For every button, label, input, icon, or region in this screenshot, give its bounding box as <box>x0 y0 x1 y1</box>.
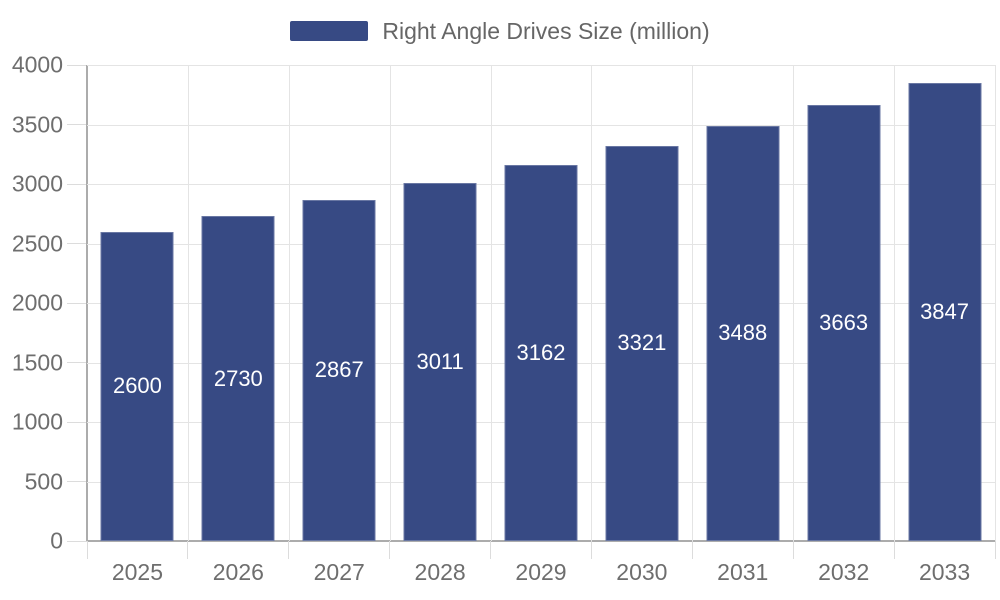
y-axis-ticks <box>67 64 87 542</box>
bar-value-label: 3162 <box>516 339 566 365</box>
legend-label: Right Angle Drives Size (million) <box>382 17 710 44</box>
x-axis-ticks <box>86 541 996 559</box>
y-axis-tick <box>67 421 87 423</box>
y-axis-tick-label: 0 <box>50 527 63 554</box>
v-gridline <box>692 65 694 541</box>
x-axis-tick <box>994 541 996 559</box>
bar[interactable]: 3663 <box>807 105 881 541</box>
legend[interactable]: Right Angle Drives Size (million) <box>0 17 1000 45</box>
bar[interactable]: 2867 <box>302 199 376 541</box>
h-gridline <box>87 124 995 126</box>
y-axis-tick <box>67 481 87 482</box>
bar[interactable]: 3847 <box>908 83 982 541</box>
x-axis-tick <box>792 541 794 559</box>
y-axis-tick <box>67 183 87 185</box>
y-axis-tick-label: 1000 <box>11 408 63 435</box>
bar[interactable]: 3321 <box>605 145 679 541</box>
x-axis-tick-label: 2027 <box>313 559 365 585</box>
y-axis-tick-label: 1500 <box>11 349 63 375</box>
bar-value-label: 2730 <box>213 365 263 391</box>
x-axis-tick-label: 2030 <box>616 559 668 585</box>
bar-value-label: 3488 <box>718 320 768 346</box>
y-axis-tick-label: 3000 <box>11 170 63 197</box>
y-axis-tick-label: 2000 <box>11 289 63 316</box>
v-gridline <box>187 65 189 541</box>
plot-area: 2600 2730 2867 3011 3162 3321 3488 3663 3847 <box>86 65 996 542</box>
v-gridline <box>894 65 896 541</box>
y-axis-labels: 0 500 1000 1500 2000 2500 3000 3500 4000 <box>0 52 63 554</box>
x-axis-tick <box>490 541 492 559</box>
x-axis-labels: 2025 2026 2027 2028 2029 2030 2031 2032 2033 <box>87 559 995 589</box>
x-axis-tick <box>893 541 895 559</box>
h-gridline <box>87 65 995 66</box>
x-axis-tick-label: 2029 <box>515 559 567 585</box>
x-axis-line <box>87 540 995 542</box>
v-gridline <box>591 65 593 541</box>
bar[interactable]: 2730 <box>201 216 275 541</box>
bar-value-label: 3663 <box>819 310 869 336</box>
x-axis-tick <box>691 541 693 559</box>
bar[interactable]: 3162 <box>504 164 578 541</box>
y-axis-tick <box>67 124 87 125</box>
y-axis-tick-label: 4000 <box>11 51 63 78</box>
y-axis-tick <box>67 64 87 66</box>
y-axis-tick <box>67 540 87 542</box>
x-axis-tick <box>590 541 592 559</box>
bar-value-label: 3011 <box>416 348 464 374</box>
y-axis-tick <box>67 302 87 304</box>
v-gridline <box>490 65 492 541</box>
x-axis-tick-label: 2025 <box>111 559 164 585</box>
x-axis-tick <box>187 541 189 559</box>
y-axis-tick-label: 2500 <box>11 230 63 256</box>
v-gridline <box>389 65 391 541</box>
bar[interactable]: 3488 <box>706 125 780 541</box>
x-axis-tick-label: 2033 <box>918 559 971 585</box>
v-gridline <box>288 65 290 541</box>
x-axis-tick-label: 2026 <box>212 559 264 585</box>
bar-value-label: 2867 <box>314 357 364 383</box>
x-axis-tick-label: 2028 <box>414 559 466 585</box>
legend-swatch-icon <box>290 21 369 41</box>
y-axis-tick-label: 500 <box>24 468 63 494</box>
x-axis-tick-label: 2032 <box>818 559 870 585</box>
x-axis-tick <box>86 541 88 559</box>
y-axis-tick <box>67 362 87 363</box>
x-axis-tick <box>389 541 391 559</box>
y-axis-tick <box>67 243 87 244</box>
bar-value-label: 3847 <box>920 299 970 325</box>
v-gridline <box>793 65 795 541</box>
v-gridline <box>995 65 996 541</box>
bar-value-label: 2600 <box>112 373 162 399</box>
bar-value-label: 3321 <box>617 330 667 356</box>
bar[interactable]: 3011 <box>403 182 477 541</box>
bar[interactable]: 2600 <box>100 231 174 541</box>
x-axis-tick-label: 2031 <box>717 559 769 585</box>
y-axis-tick-label: 3500 <box>11 111 63 137</box>
x-axis-tick <box>288 541 290 559</box>
